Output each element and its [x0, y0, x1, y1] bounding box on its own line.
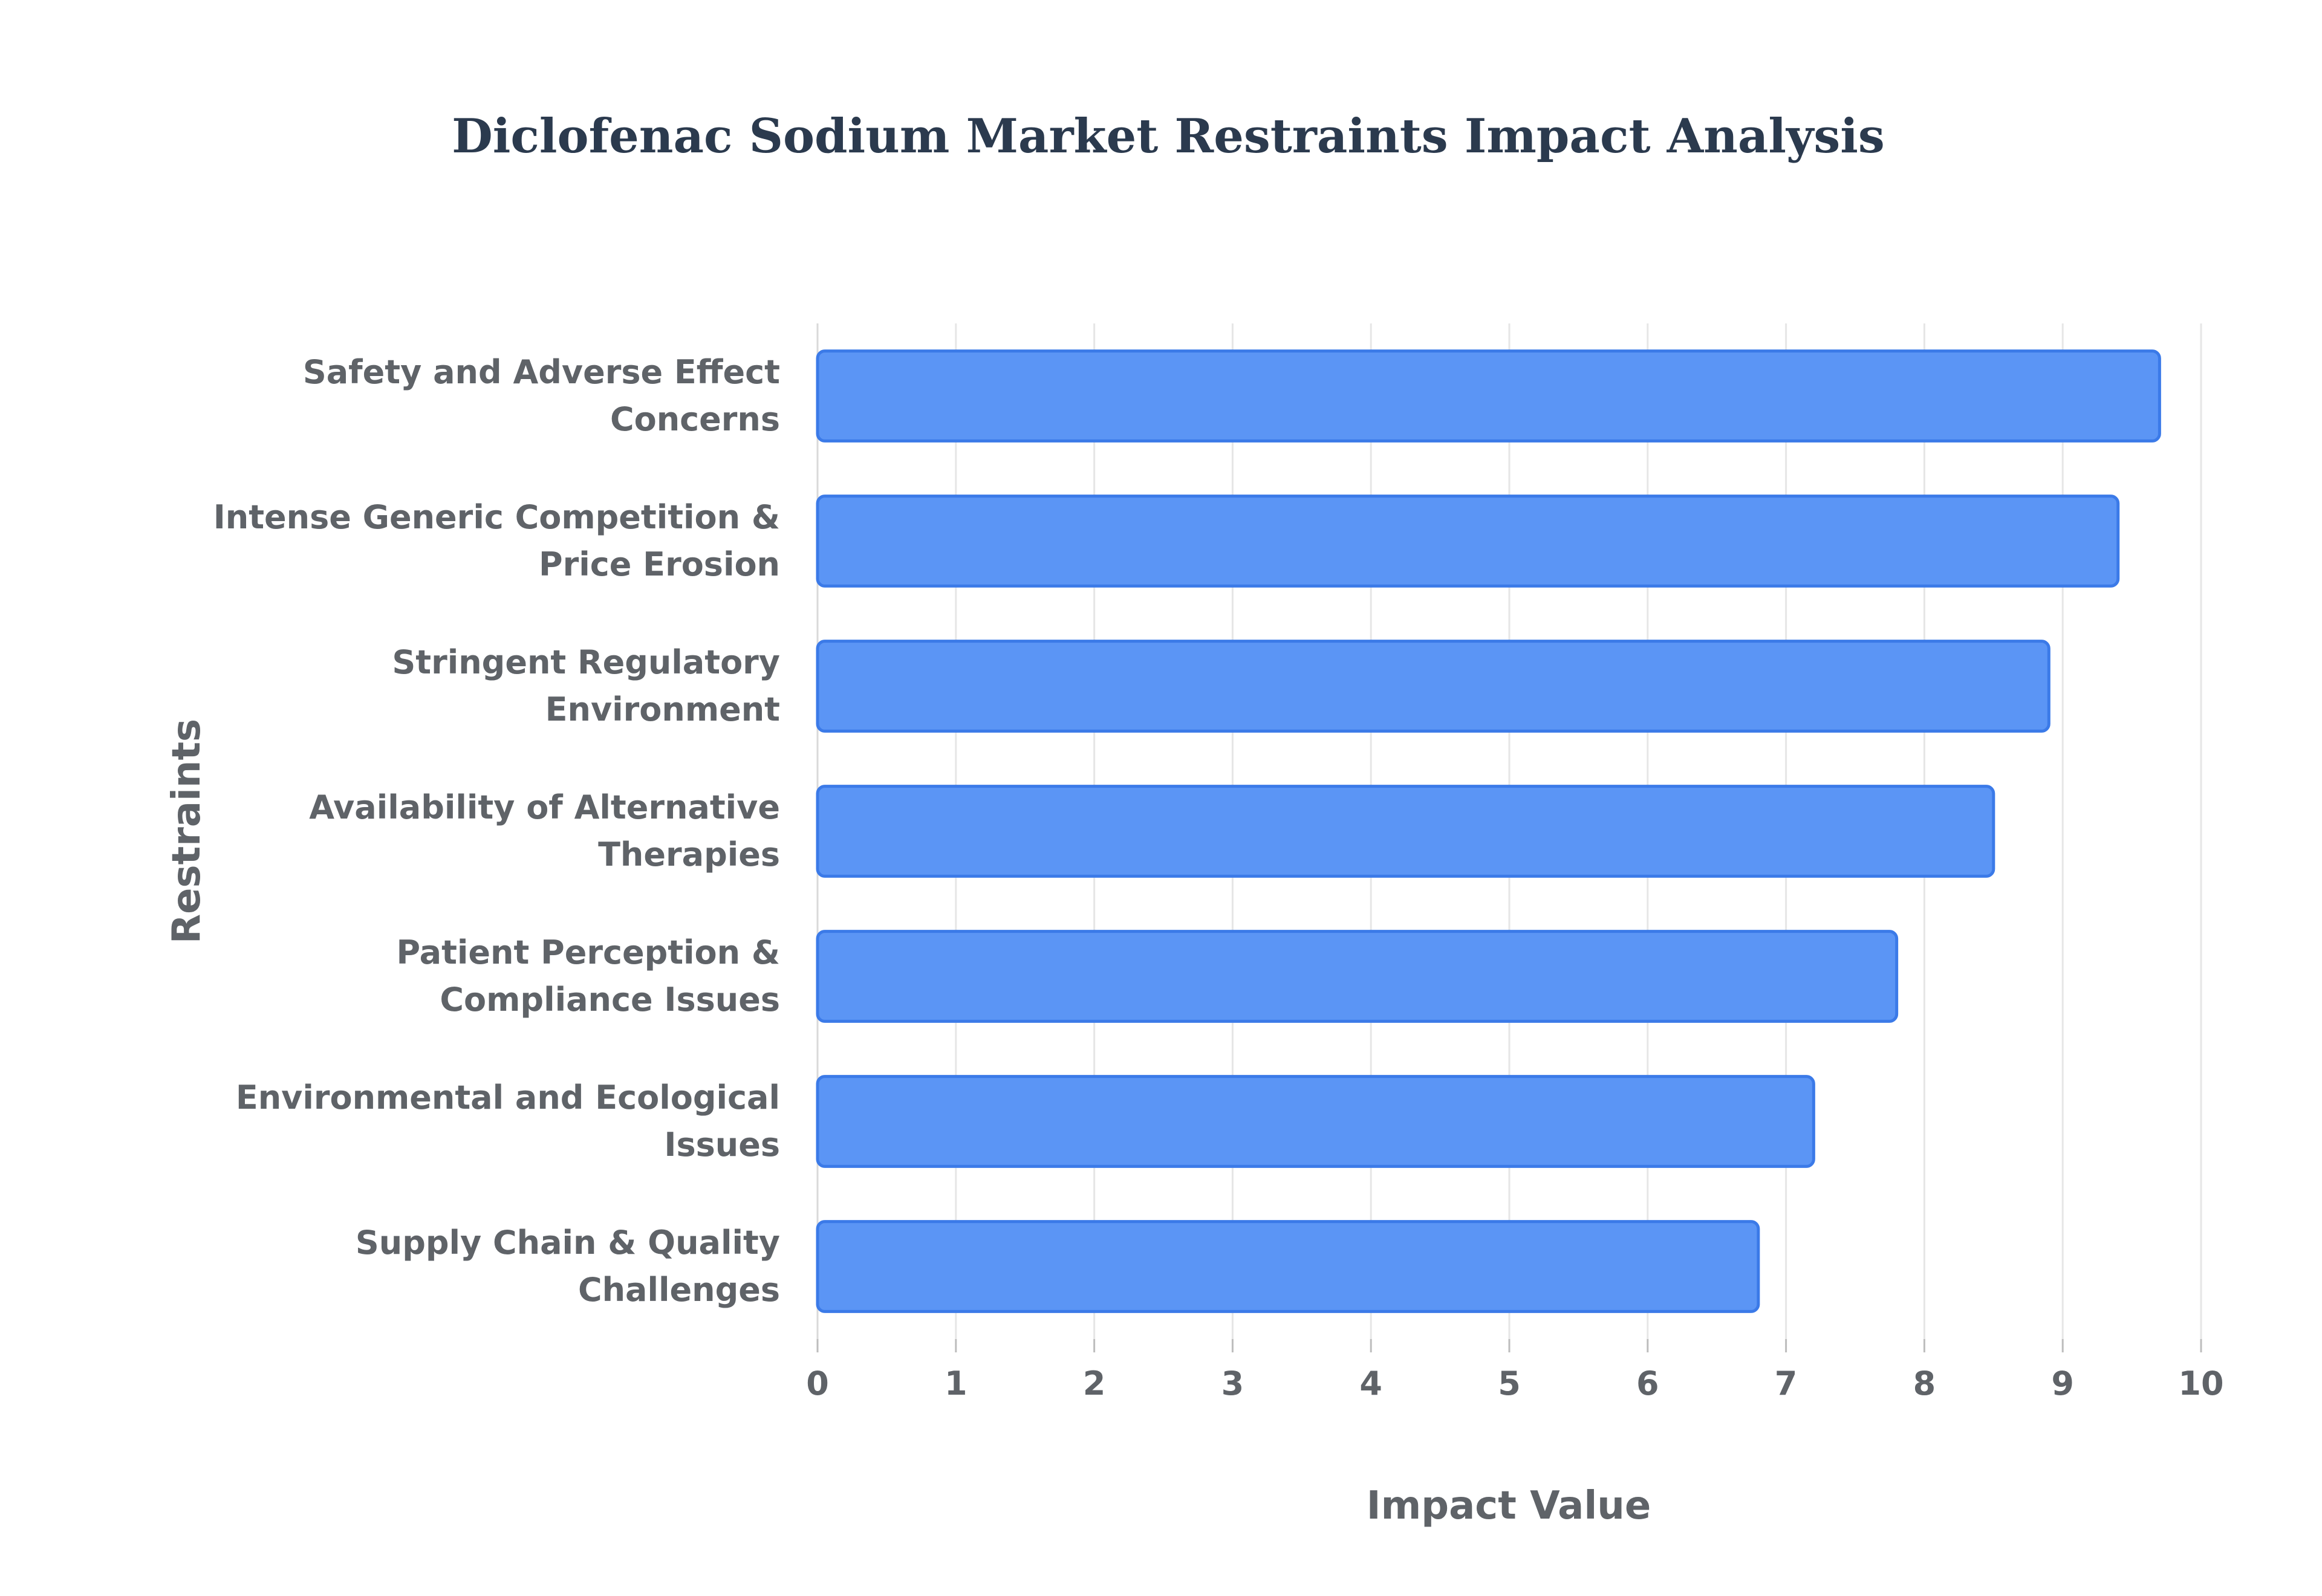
tick-label-x-0: 0 [806, 1364, 829, 1403]
tick-label-x-9: 9 [2051, 1364, 2074, 1403]
category-label-3: Stringent Regulatory Environment [392, 643, 780, 728]
tick-labels: 0 1 2 3 4 5 6 7 8 9 10 [806, 1339, 2223, 1403]
x-axis-title: Impact Value [1367, 1484, 1651, 1528]
tick-label-x-4: 4 [1359, 1364, 1382, 1403]
bar-3 [818, 641, 2049, 731]
tick-label-x-3: 3 [1221, 1364, 1244, 1403]
tick-label-x-6: 6 [1636, 1364, 1659, 1403]
category-label-5: Patient Perception & Compliance Issues [397, 933, 780, 1019]
bars [818, 351, 2159, 1312]
tick-label-x-1: 1 [945, 1364, 968, 1403]
category-label-2: Intense Generic Competition & Price Erosi… [213, 498, 780, 583]
bar-6 [818, 1077, 1813, 1167]
bar-5 [818, 932, 1897, 1022]
tick-label-x-7: 7 [1775, 1364, 1798, 1403]
y-axis-title: Restraints [164, 719, 209, 944]
tick-label-x-5: 5 [1498, 1364, 1521, 1403]
bar-4 [818, 787, 1994, 877]
category-label-6: Environmental and Ecological Issues [236, 1079, 780, 1164]
category-label-7: Supply Chain & Quality Challenges [356, 1224, 780, 1309]
bar-1 [818, 351, 2159, 441]
category-label-4: Availability of Alternative Therapies [309, 788, 780, 874]
tick-label-x-10: 10 [2178, 1364, 2223, 1403]
bar-7 [818, 1222, 1758, 1312]
tick-label-x-8: 8 [1913, 1364, 1936, 1403]
chart-title: Diclofenac Sodium Market Restraints Impa… [452, 109, 1885, 164]
tick-label-x-2: 2 [1083, 1364, 1106, 1403]
bar-2 [818, 496, 2118, 586]
category-labels: Safety and Adverse Effect Concerns Intense… [213, 353, 780, 1309]
category-label-1: Safety and Adverse Effect Concerns [303, 353, 780, 438]
